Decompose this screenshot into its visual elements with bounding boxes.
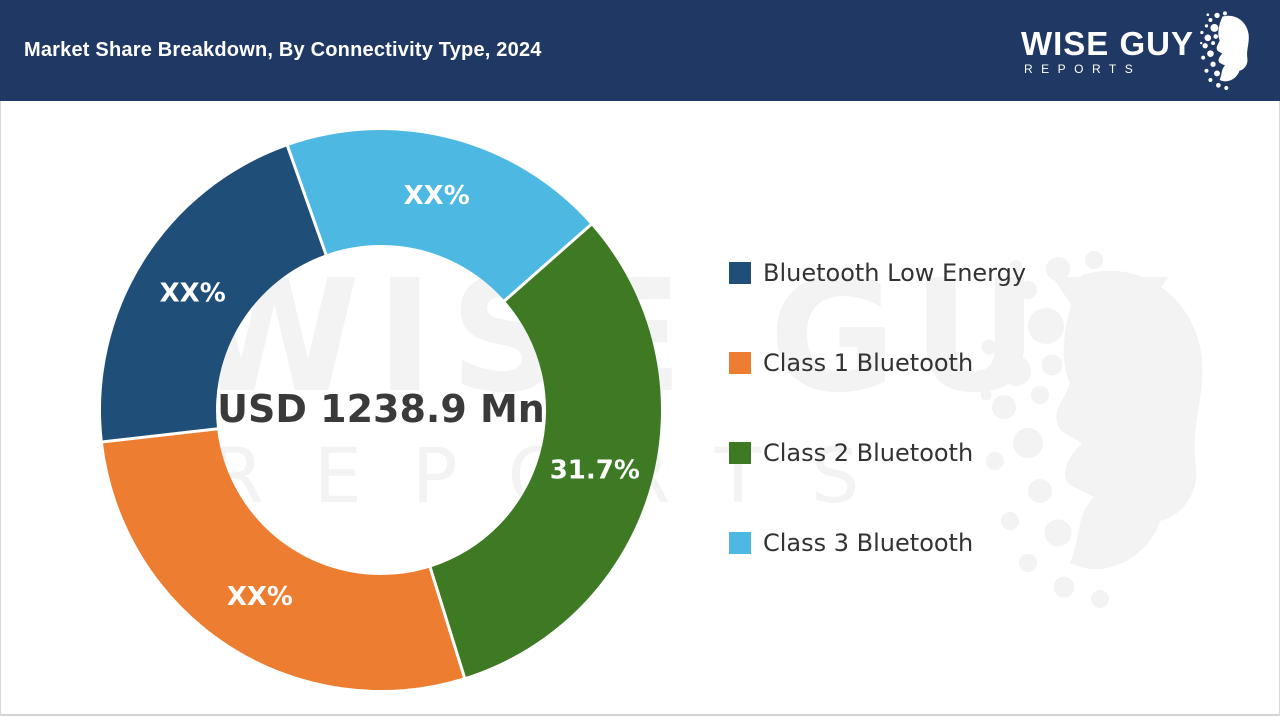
page-title: Market Share Breakdown, By Connectivity … [24, 39, 542, 61]
legend-label-4: Class 3 Bluetooth [763, 529, 974, 557]
slice-label-3: 31.7% [550, 456, 640, 486]
legend-swatch-2 [729, 352, 751, 374]
legend-item-4: Class 3 Bluetooth [729, 498, 1026, 588]
legend-swatch-4 [729, 532, 751, 554]
legend-item-2: Class 1 Bluetooth [729, 318, 1026, 408]
legend-label-1: Bluetooth Low Energy [763, 259, 1027, 287]
legend-item-3: Class 2 Bluetooth [729, 408, 1026, 498]
donut-slice-3 [430, 224, 662, 678]
wiseguy-logo: WISE GUY REPORTS [1021, 10, 1254, 91]
donut-slice-1 [100, 146, 326, 442]
chart-area: WISE GUY REPORTS XX%XX%31.7%XX%USD 1238.… [0, 101, 1280, 716]
slice-label-4: XX% [404, 181, 470, 211]
legend-label-3: Class 2 Bluetooth [763, 439, 974, 467]
donut-center-value: USD 1238.9 Mn [217, 387, 545, 431]
header-bar: Market Share Breakdown, By Connectivity … [0, 0, 1280, 101]
slice-divider [502, 222, 593, 303]
chart-legend: Bluetooth Low Energy Class 1 Bluetooth Cla… [729, 228, 1026, 588]
donut-chart: XX% XX% 31.7% XX% USD 1238.9 Mn [100, 130, 662, 691]
legend-swatch-1 [729, 262, 751, 284]
donut-slice-2 [102, 428, 465, 691]
logo-subtitle: REPORTS [1023, 61, 1142, 76]
wiseguy-face-icon [1200, 10, 1249, 90]
legend-swatch-3 [729, 442, 751, 464]
slice-divider [285, 144, 328, 256]
donut-slice-4 [287, 130, 591, 301]
legend-label-2: Class 1 Bluetooth [763, 349, 974, 377]
slice-label-1: XX% [160, 278, 226, 308]
slice-divider [428, 566, 467, 679]
slice-label-2: XX% [227, 582, 293, 612]
legend-item-1: Bluetooth Low Energy [729, 228, 1026, 318]
wiseguy-logo-text: WISE GUY REPORTS [1021, 27, 1194, 75]
logo-wordmark: WISE GUY [1020, 24, 1194, 62]
slice-divider [101, 427, 219, 444]
